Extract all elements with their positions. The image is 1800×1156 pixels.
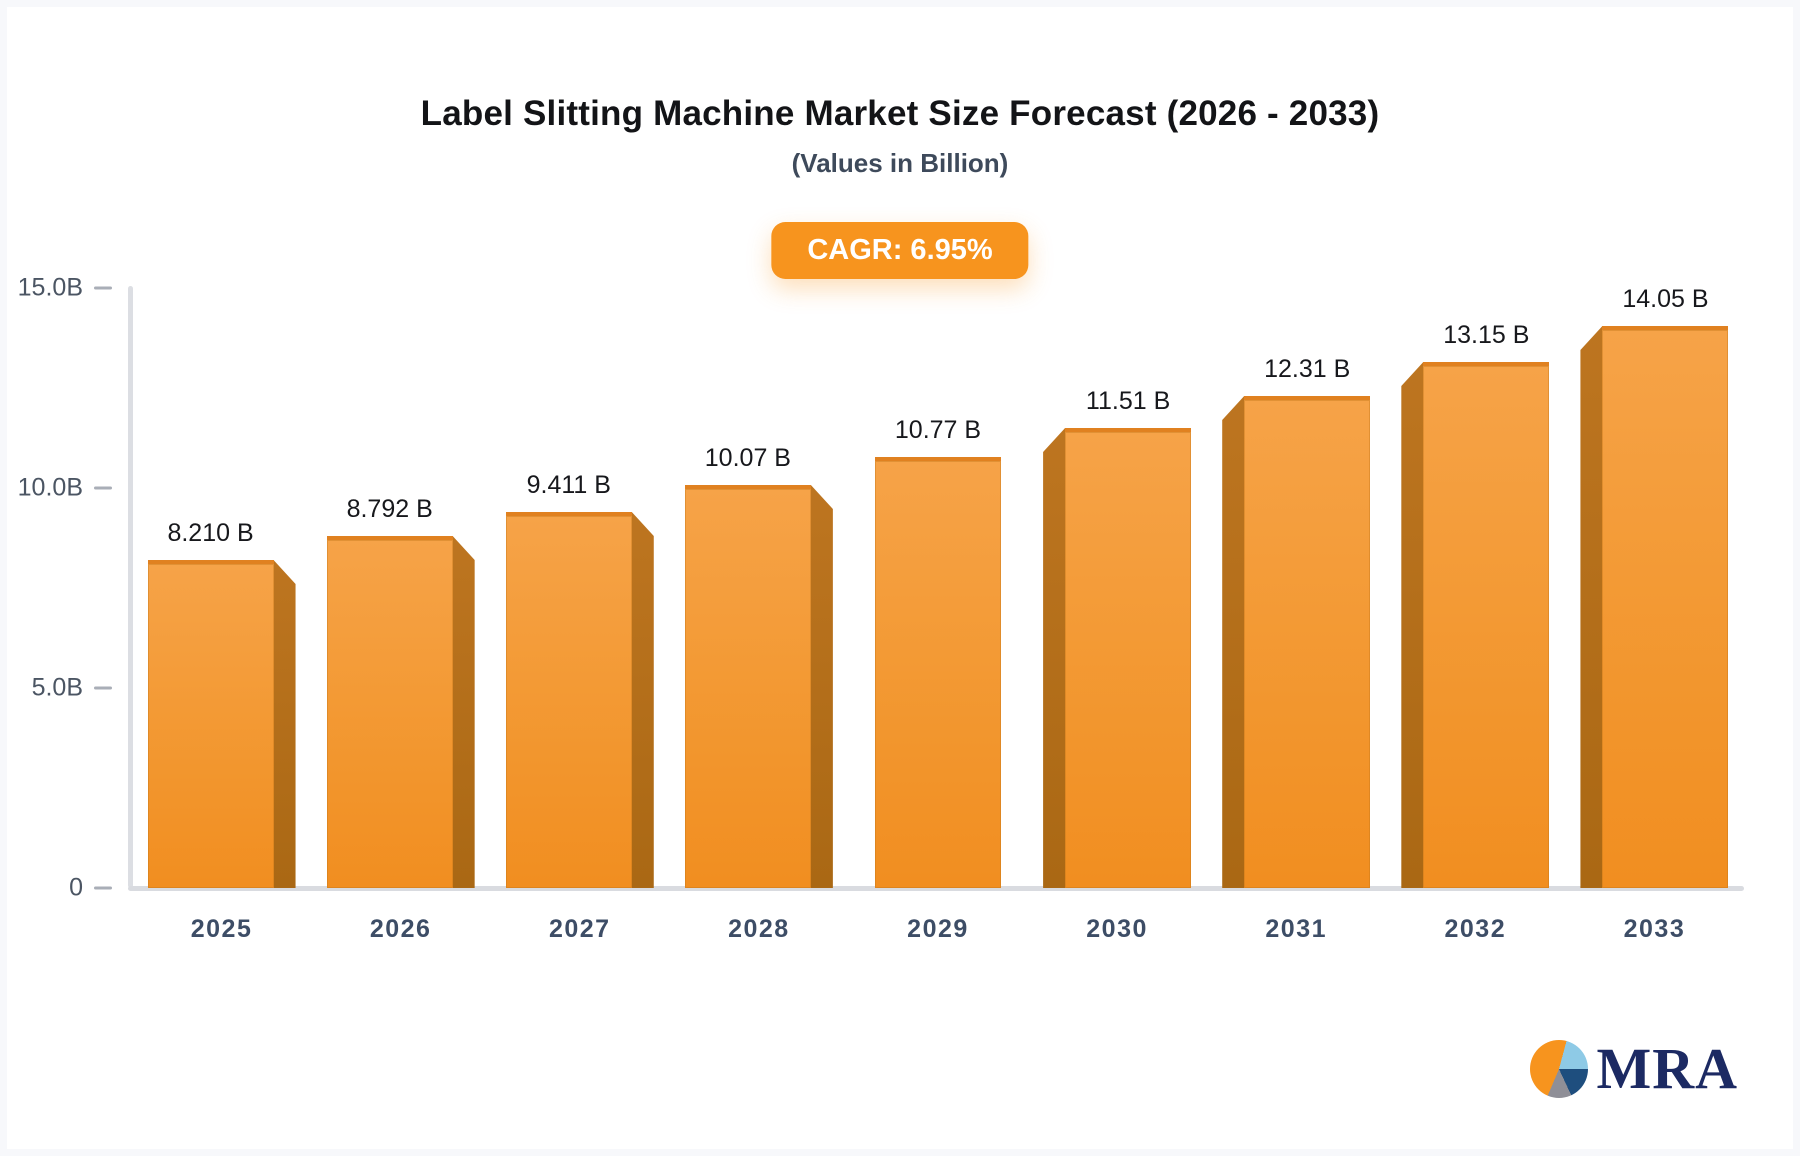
bar-value-label: 8.210 B [167, 519, 254, 547]
y-tick-mark [94, 686, 112, 690]
bar-value-label: 11.51 B [1085, 387, 1171, 415]
x-axis-label: 2028 [728, 915, 790, 943]
bar-face [1602, 326, 1729, 888]
bar-column-2032: 13.15 B 2032 [1386, 288, 1565, 943]
bar-3d-side [631, 512, 654, 888]
bar-column-2031: 12.31 B 2031 [1207, 288, 1386, 943]
plot-area: 8.210 B 2025 8.792 B 2026 9.411 B 2027 10.07 B… [132, 285, 1744, 943]
bar-2027 [505, 512, 654, 888]
chart-title: Label Slitting Machine Market Size Forec… [420, 94, 1380, 133]
x-axis-label: 2030 [1086, 915, 1148, 943]
y-tick-label: 15.0B [17, 273, 83, 302]
bar-value-label: 13.15 B [1443, 321, 1530, 349]
y-axis-line [128, 286, 133, 888]
y-tick-mark [94, 486, 112, 490]
bar-2025 [147, 560, 296, 888]
x-axis-label: 2033 [1623, 915, 1686, 943]
y-tick: 0 [69, 874, 112, 903]
bar-face [147, 560, 274, 888]
bar-column-2028: 10.07 B 2028 [669, 288, 848, 943]
bar-2029 [874, 457, 1001, 888]
y-tick: 15.0B [18, 274, 112, 303]
bar-3d-side [1401, 362, 1424, 888]
y-tick-label: 5.0B [31, 673, 83, 702]
bar-3d-side [1580, 326, 1603, 888]
bar-column-2026: 8.792 B 2026 [311, 288, 490, 943]
x-axis-label: 2026 [369, 915, 432, 943]
bar-value-label: 14.05 B [1622, 285, 1709, 313]
bar-column-2027: 9.411 B 2027 [490, 288, 669, 943]
cagr-badge: CAGR: 6.95% [771, 222, 1029, 279]
x-axis-label: 2027 [548, 915, 611, 943]
brand-name: MRA [1596, 1036, 1738, 1101]
bar-2030 [1043, 428, 1192, 888]
y-tick-mark [94, 886, 112, 890]
bar-value-label: 12.31 B [1264, 355, 1351, 383]
bar-column-2029: 10.77 B 2029 [848, 288, 1027, 943]
bar-value-label: 10.77 B [894, 416, 982, 444]
bar-value-label: 9.411 B [526, 471, 611, 499]
brand-logo: MRA [1530, 1040, 1738, 1098]
bar-2031 [1222, 396, 1371, 888]
bar-3d-side [273, 560, 296, 888]
x-axis-line [128, 886, 1744, 891]
bar-column-2030: 11.51 B 2030 [1028, 288, 1207, 943]
chart-subtitle: (Values in Billion) [791, 148, 1009, 178]
y-tick-mark [94, 286, 112, 290]
bar-3d-side [452, 536, 475, 888]
bar-face [505, 512, 632, 888]
x-axis-label: 2029 [907, 915, 969, 943]
bar-face [326, 536, 453, 888]
bar-face [1423, 362, 1550, 888]
bar-3d-side [1043, 428, 1066, 888]
bar-2032 [1401, 362, 1550, 888]
y-tick-label: 0 [69, 873, 83, 902]
bar-face [684, 485, 811, 888]
bar-column-2033: 14.05 B 2033 [1565, 285, 1744, 943]
bar-face [874, 457, 1001, 888]
x-axis-label: 2031 [1265, 915, 1328, 943]
bar-value-label: 8.792 B [346, 495, 433, 523]
y-tick: 10.0B [18, 474, 112, 503]
bar-face [1065, 428, 1192, 888]
y-tick: 5.0B [32, 674, 112, 703]
bar-face [1244, 396, 1371, 888]
pie-chart-logo-icon [1530, 1040, 1589, 1098]
bar-value-label: 10.07 B [704, 444, 791, 472]
x-axis-label: 2025 [190, 915, 253, 943]
bar-column-2025: 8.210 B 2025 [132, 288, 311, 943]
bar-2028 [684, 485, 833, 888]
bar-2026 [326, 536, 475, 888]
bar-3d-side [1222, 396, 1245, 888]
y-axis: 15.0B 10.0B 5.0B 0 [0, 274, 112, 902]
x-axis-label: 2032 [1444, 915, 1507, 943]
bar-2033 [1580, 326, 1729, 888]
bar-3d-side [810, 485, 833, 888]
y-tick-label: 10.0B [17, 473, 83, 502]
